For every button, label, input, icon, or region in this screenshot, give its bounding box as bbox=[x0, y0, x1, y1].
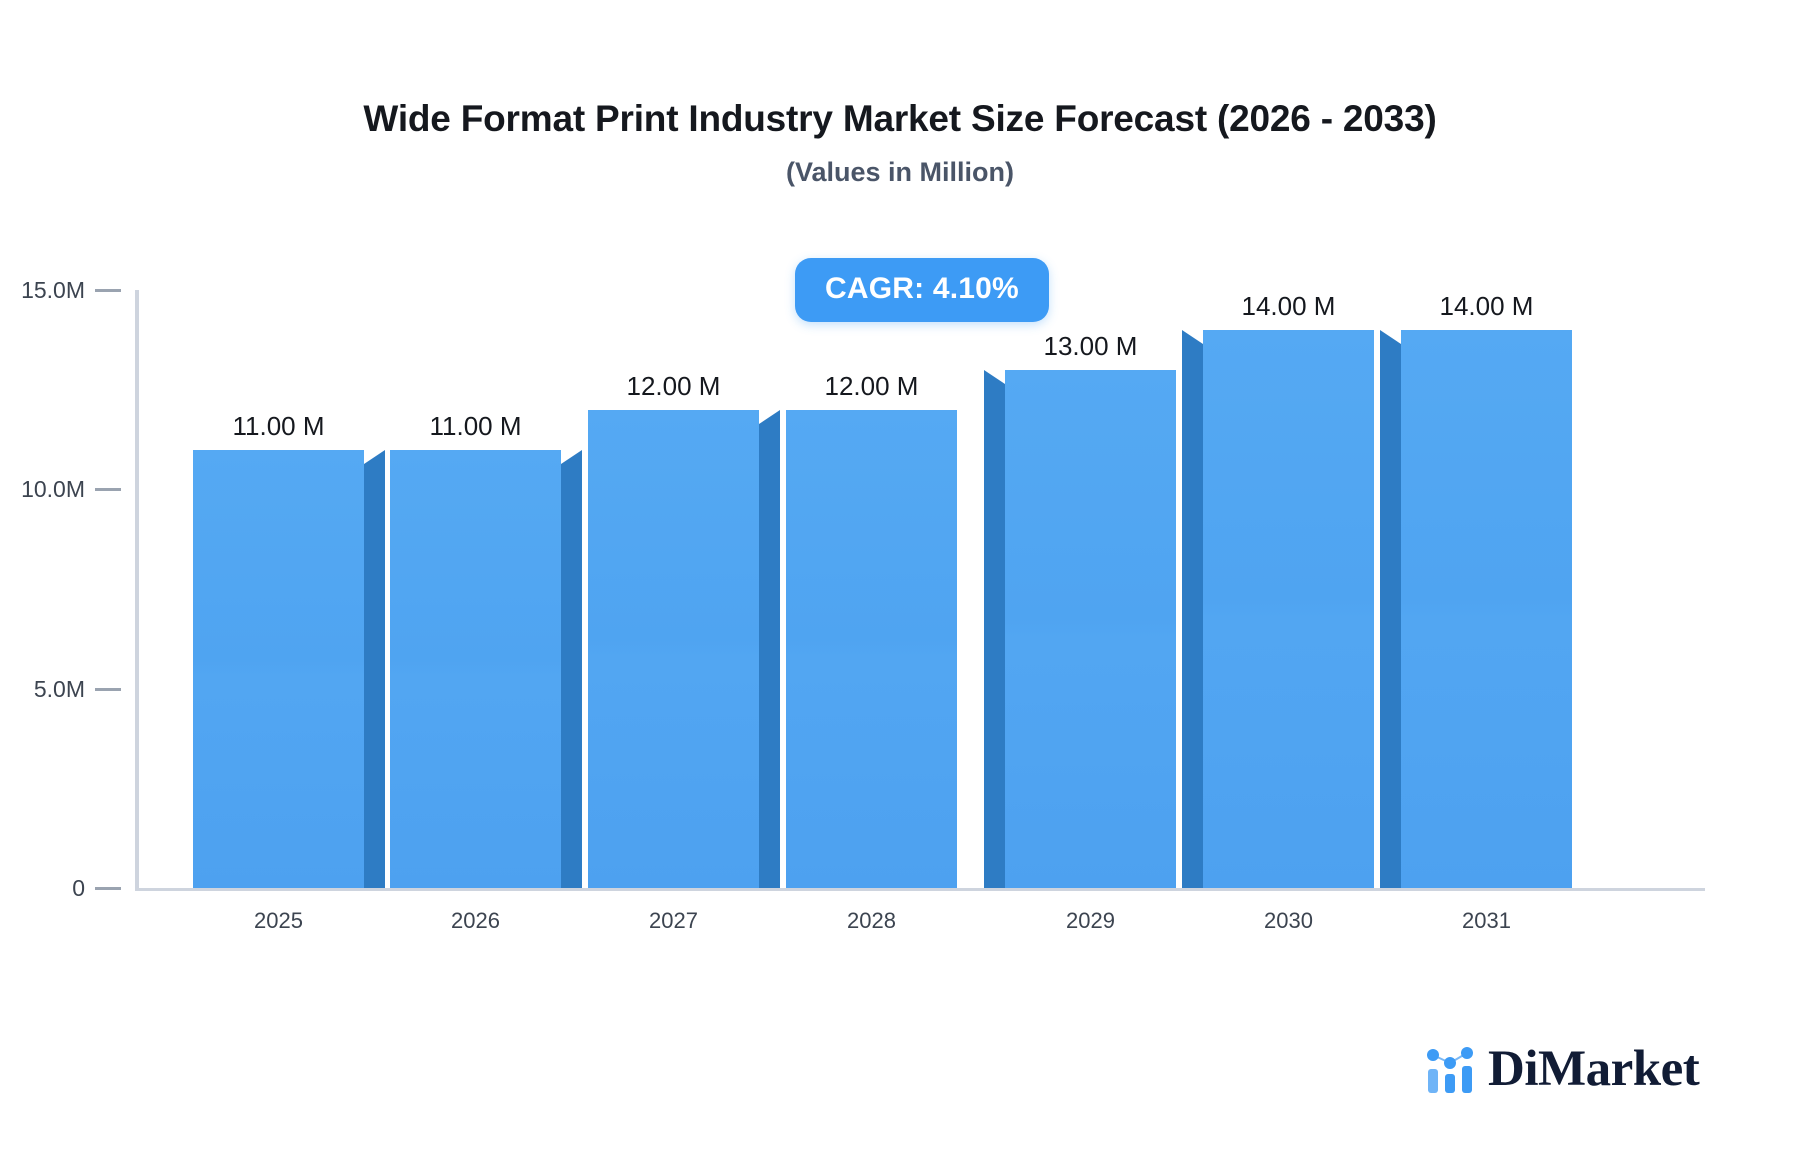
bar-value-2026: 11.00 M bbox=[429, 411, 522, 441]
x-label-2029: 2029 bbox=[1066, 908, 1115, 933]
bar-side-2031 bbox=[1380, 330, 1401, 888]
bar-side-2025 bbox=[364, 450, 385, 888]
bar-side-2030 bbox=[1182, 330, 1203, 888]
bar-chart-icon bbox=[1427, 1046, 1473, 1093]
x-label-2027: 2027 bbox=[649, 908, 698, 933]
bar-side-2026 bbox=[561, 450, 582, 888]
x-label-2025: 2025 bbox=[254, 908, 303, 933]
bar-2028[interactable] bbox=[786, 410, 957, 888]
bar-side-2027 bbox=[759, 410, 780, 888]
y-tick-mark bbox=[95, 488, 121, 491]
cagr-badge: CAGR: 4.10% bbox=[795, 258, 1049, 322]
y-tick-mark bbox=[95, 688, 121, 691]
x-label-2030: 2030 bbox=[1264, 908, 1313, 933]
plot-area: 15.0M 10.0M 5.0M 0 11.00 M 2025 11.00 M bbox=[21, 277, 1705, 933]
bar-value-2031: 14.00 M bbox=[1439, 291, 1534, 321]
y-tick-mark bbox=[95, 289, 121, 292]
brand-logo: DiMarket bbox=[1424, 1041, 1700, 1097]
y-axis-line bbox=[135, 290, 139, 890]
y-tick-label: 15.0M bbox=[21, 277, 85, 303]
bar-2029[interactable] bbox=[1005, 370, 1176, 888]
bar-2030[interactable] bbox=[1203, 330, 1374, 888]
y-tick-label: 10.0M bbox=[21, 476, 85, 502]
bar-value-2028: 12.00 M bbox=[824, 371, 919, 401]
bar-value-2025: 11.00 M bbox=[232, 411, 325, 441]
bar-2026[interactable] bbox=[390, 450, 561, 888]
chart-title: Wide Format Print Industry Market Size F… bbox=[363, 98, 1437, 139]
y-tick-label: 0 bbox=[72, 875, 85, 901]
bar-value-2029: 13.00 M bbox=[1043, 331, 1138, 361]
x-label-2026: 2026 bbox=[451, 908, 500, 933]
chart-subtitle: (Values in Million) bbox=[785, 156, 1015, 187]
bar-value-2027: 12.00 M bbox=[626, 371, 721, 401]
x-label-2031: 2031 bbox=[1462, 908, 1511, 933]
brand-name: DiMarket bbox=[1488, 1041, 1700, 1097]
bar-2025[interactable] bbox=[193, 450, 364, 888]
title-block: Wide Format Print Industry Market Size F… bbox=[0, 98, 1800, 188]
y-tick-label: 5.0M bbox=[33, 676, 85, 702]
x-label-2028: 2028 bbox=[847, 908, 896, 933]
y-tick-mark bbox=[95, 887, 121, 890]
bar-2027[interactable] bbox=[588, 410, 759, 888]
x-axis-line bbox=[135, 888, 1705, 891]
bar-value-2030: 14.00 M bbox=[1241, 291, 1336, 321]
bar-side-2029 bbox=[984, 370, 1005, 888]
bar-2031[interactable] bbox=[1401, 330, 1572, 888]
